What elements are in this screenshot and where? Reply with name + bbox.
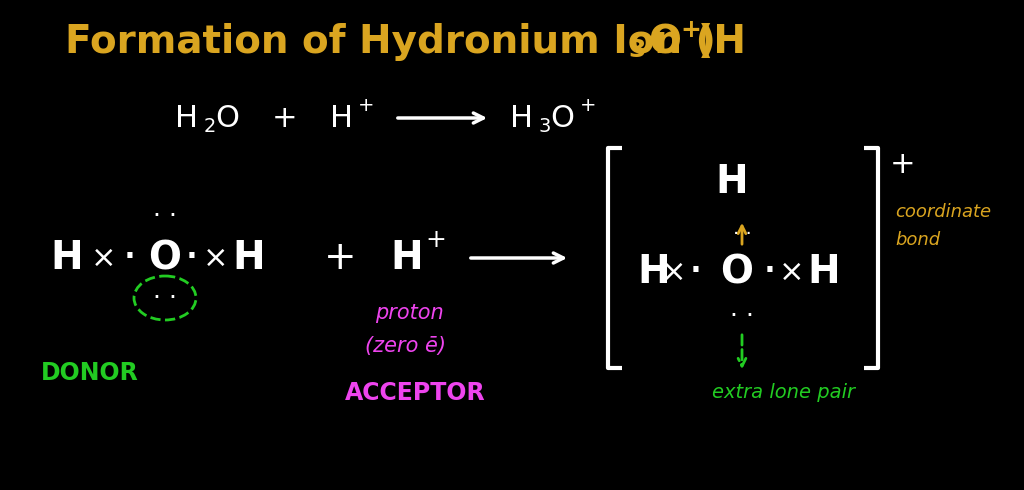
- Text: coordinate: coordinate: [895, 203, 991, 221]
- Text: O: O: [148, 239, 181, 277]
- Text: O: O: [550, 103, 574, 132]
- Text: ACCEPTOR: ACCEPTOR: [345, 381, 485, 405]
- Text: O: O: [215, 103, 239, 132]
- Text: Formation of Hydronium Ion (H: Formation of Hydronium Ion (H: [65, 23, 746, 61]
- Text: +: +: [272, 103, 298, 132]
- Text: ×: ×: [91, 244, 117, 272]
- Text: +: +: [425, 228, 445, 252]
- Text: H: H: [232, 239, 264, 277]
- Text: 3: 3: [538, 117, 550, 136]
- Text: · ·: · ·: [153, 204, 177, 228]
- Text: +: +: [358, 96, 375, 115]
- Text: H: H: [510, 103, 534, 132]
- Text: (zero ē): (zero ē): [365, 336, 446, 356]
- Text: ·: ·: [688, 248, 703, 296]
- Text: H: H: [716, 163, 749, 201]
- Text: H: H: [50, 239, 83, 277]
- Text: · ·: · ·: [730, 304, 754, 328]
- Text: proton: proton: [375, 303, 443, 323]
- Text: +: +: [580, 96, 597, 115]
- Text: 3: 3: [628, 38, 645, 62]
- Text: extra lone pair: extra lone pair: [712, 383, 855, 401]
- Text: +: +: [680, 18, 700, 42]
- Text: DONOR: DONOR: [41, 361, 139, 385]
- Text: +: +: [324, 239, 356, 277]
- Text: ·: ·: [762, 248, 778, 296]
- Text: H: H: [175, 103, 198, 132]
- Text: H: H: [637, 253, 670, 291]
- Text: ×: ×: [203, 244, 228, 272]
- Text: 2: 2: [204, 117, 216, 136]
- Text: H: H: [330, 103, 353, 132]
- Text: · ·: · ·: [153, 286, 177, 310]
- Text: bond: bond: [895, 231, 940, 249]
- Text: H: H: [390, 239, 423, 277]
- Text: · ·: · ·: [732, 224, 752, 244]
- Text: H: H: [807, 253, 840, 291]
- Text: O: O: [720, 253, 753, 291]
- Text: +: +: [890, 150, 915, 179]
- Text: ): ): [698, 23, 716, 61]
- Text: ×: ×: [662, 258, 687, 287]
- Text: ·: ·: [184, 234, 200, 282]
- Text: ·: ·: [122, 234, 138, 282]
- Text: O: O: [648, 23, 681, 61]
- Text: ×: ×: [779, 258, 805, 287]
